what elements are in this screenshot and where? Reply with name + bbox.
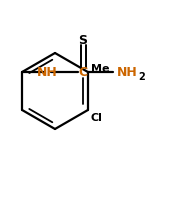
Text: 2: 2	[138, 72, 145, 82]
Text: NH: NH	[117, 65, 138, 79]
Text: NH: NH	[37, 65, 57, 79]
Text: C: C	[78, 65, 88, 79]
Text: Cl: Cl	[91, 113, 103, 123]
Text: Me: Me	[91, 64, 109, 74]
Text: S: S	[79, 34, 87, 47]
